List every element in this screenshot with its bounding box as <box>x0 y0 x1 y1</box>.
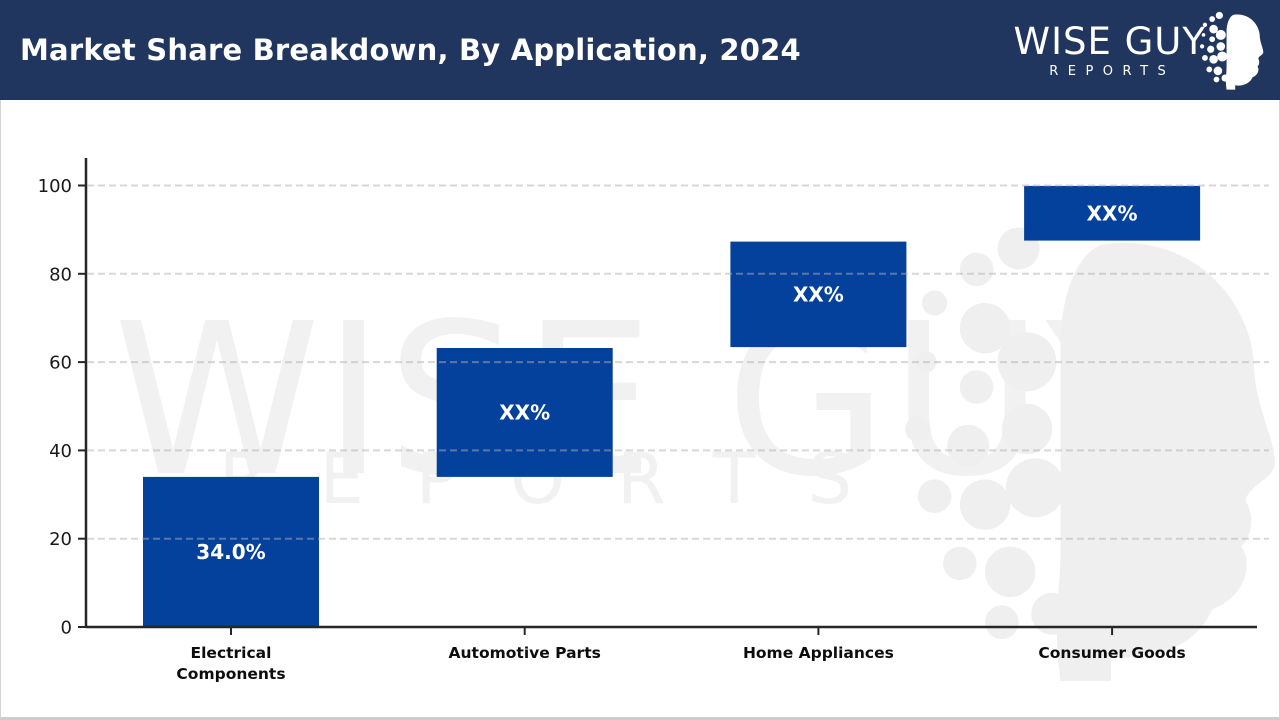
x-category-label-home-appliances: Home Appliances <box>743 644 894 662</box>
bar-electrical-components <box>143 476 319 627</box>
bar-automotive-parts <box>436 348 613 477</box>
bar-home-appliances <box>730 241 907 348</box>
y-tick-label: 80 <box>49 264 72 285</box>
logo-secondary-text: REPORTS <box>1049 63 1176 79</box>
y-tick-label: 100 <box>38 176 72 197</box>
y-tick-label: 20 <box>49 529 72 550</box>
watermark-head-icon <box>905 227 1275 681</box>
x-category-label-electrical-components: Electrical <box>191 644 272 662</box>
x-category-label-automotive-parts: Automotive Parts <box>449 644 601 662</box>
bar-value-label-consumer-goods: XX% <box>1087 201 1138 225</box>
header-bar: Market Share Breakdown, By Application, … <box>0 0 1280 100</box>
wise-guy-reports-logo: WISE GUY REPORTS <box>1014 10 1264 90</box>
x-category-label-consumer-goods: Consumer Goods <box>1038 644 1185 662</box>
y-tick-label: 0 <box>61 618 72 639</box>
chart-area: WISE GUY REPORTS 0 20 40 60 80 100 Electrical C… <box>0 100 1280 720</box>
y-tick-label: 60 <box>49 353 72 374</box>
logo-text: WISE GUY REPORTS <box>1014 23 1206 78</box>
logo-primary-text: WISE GUY <box>1013 19 1206 63</box>
bar-consumer-goods <box>1024 185 1201 241</box>
x-category-label-electrical-components: Components <box>176 665 285 683</box>
y-tick-label: 40 <box>49 441 72 462</box>
waterfall-chart: 0 20 40 60 80 100 Electrical Components Automoti… <box>38 158 1269 683</box>
bar-value-label-electrical-components: 34.0% <box>196 540 265 564</box>
logo-head-icon <box>1199 11 1264 90</box>
bar-value-label-home-appliances: XX% <box>793 282 844 306</box>
page-title: Market Share Breakdown, By Application, … <box>20 33 801 67</box>
bar-value-label-automotive-parts: XX% <box>499 400 550 424</box>
